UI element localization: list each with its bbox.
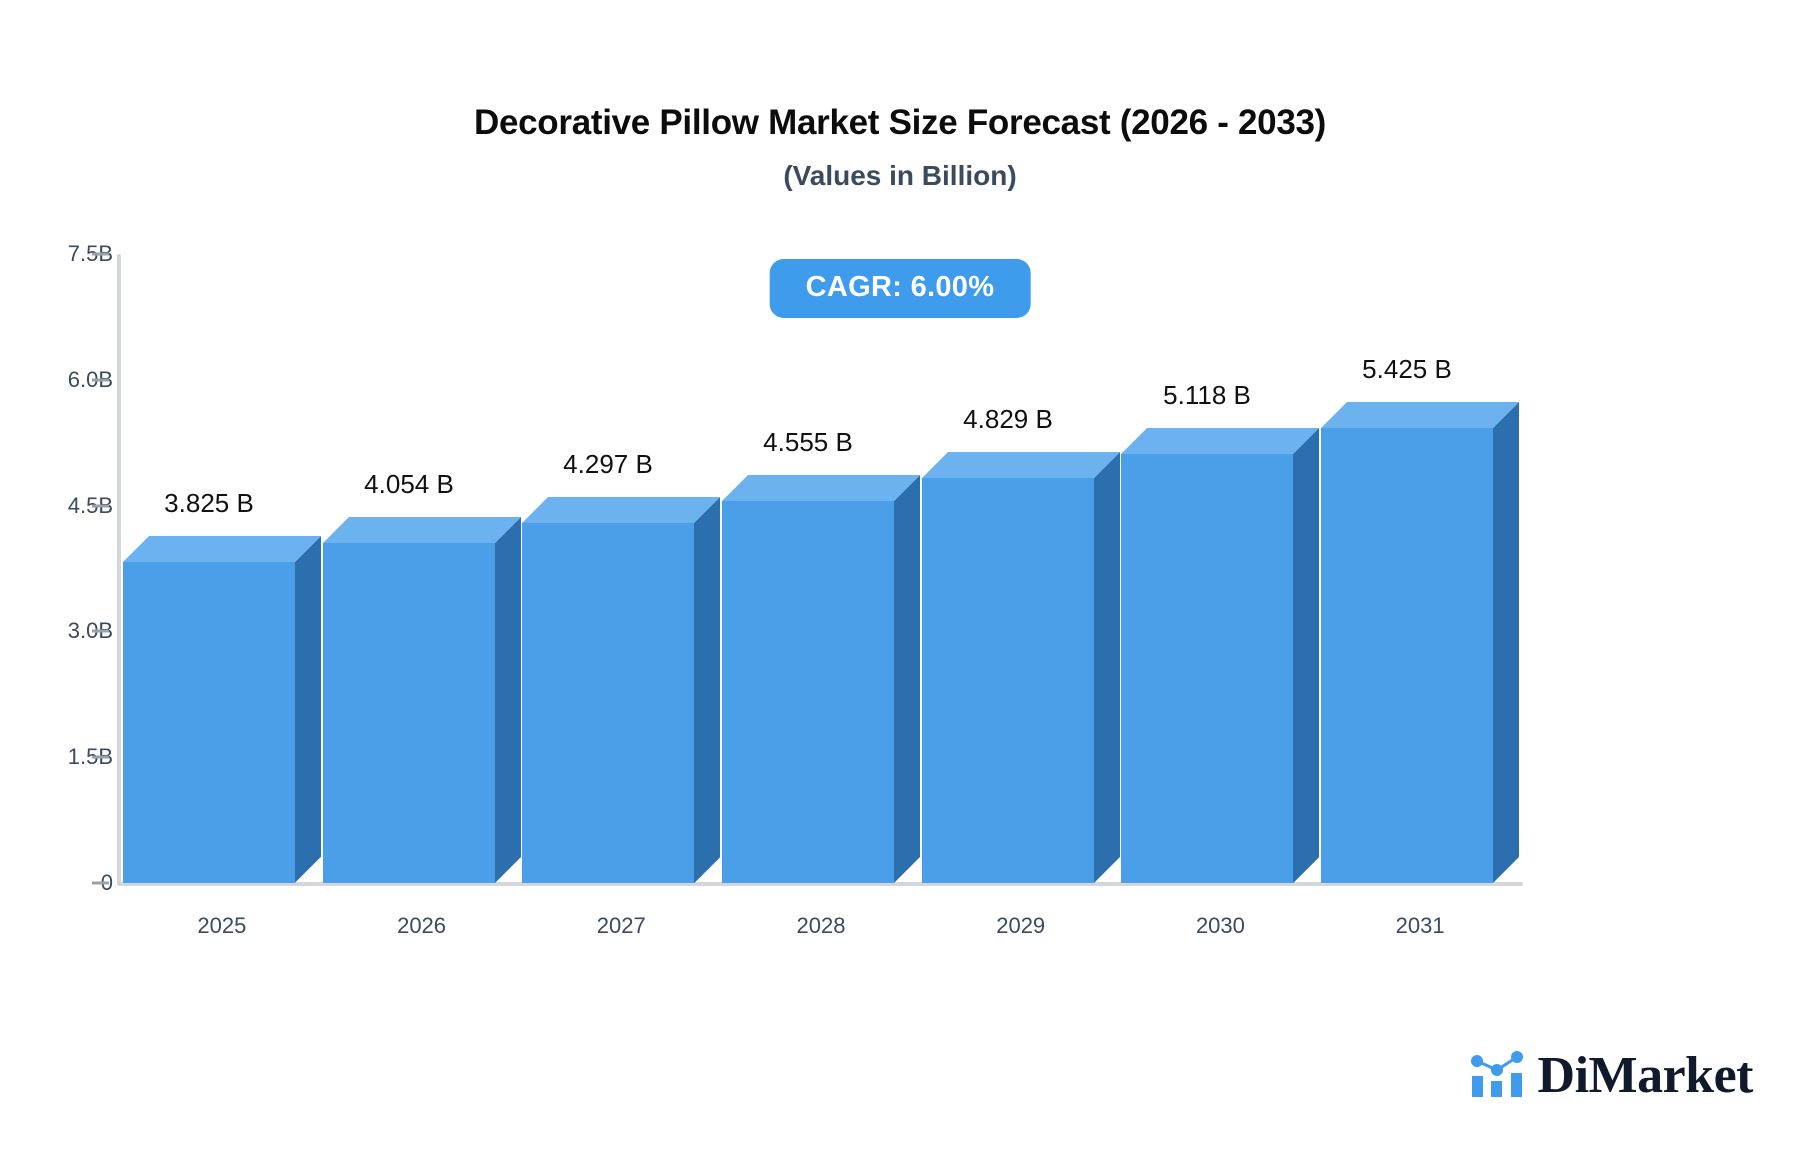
y-axis-tick-mark	[92, 378, 109, 382]
bar-side-face	[1293, 427, 1319, 883]
bar-2027	[522, 522, 694, 883]
y-axis-tick-mark	[92, 629, 109, 633]
bar-top-face	[922, 452, 1120, 478]
bar-chart-icon	[1470, 1048, 1524, 1103]
bar-value-label: 4.054 B	[364, 469, 454, 499]
bar-top-face	[323, 517, 521, 543]
x-axis-tick-label: 2028	[796, 913, 846, 938]
bar-side-face	[894, 474, 920, 883]
bar-top-face	[722, 474, 920, 501]
logo-wordmark: DiMarket	[1537, 1046, 1754, 1104]
x-axis-tick-label: 2027	[596, 913, 646, 938]
bar-2028	[722, 500, 894, 883]
x-axis-tick-label: 2025	[197, 913, 247, 938]
chart-subtitle: (Values in Billion)	[783, 160, 1017, 191]
x-axis-line	[117, 882, 1523, 886]
cagr-badge: CAGR: 6.00%	[769, 259, 1031, 318]
bar-side-face	[295, 536, 321, 883]
y-axis-tick-mark	[92, 252, 109, 256]
bar-side-face	[694, 496, 720, 883]
bar-side-face	[1094, 452, 1120, 883]
bar-2025	[123, 562, 295, 883]
bar-2029	[922, 478, 1094, 883]
bar-value-label: 5.425 B	[1362, 354, 1452, 385]
y-axis-tick-mark	[92, 504, 109, 508]
x-axis-tick-label: 2030	[1195, 913, 1245, 938]
bar-top-face	[1321, 402, 1519, 429]
bar-top-face	[522, 496, 720, 523]
bar-value-label: 3.825 B	[164, 488, 254, 519]
bar-2026	[323, 543, 495, 883]
y-axis-tick-mark	[92, 755, 109, 759]
y-axis-line	[117, 254, 121, 886]
chart-title: Decorative Pillow Market Size Forecast (…	[473, 103, 1327, 142]
y-axis-tick-mark	[92, 881, 109, 885]
bar-top-face	[123, 536, 321, 563]
bar-value-label: 5.118 B	[1163, 379, 1251, 410]
x-axis-tick-label: 2031	[1395, 913, 1445, 938]
dimarket-logo: DiMarket	[1470, 1046, 1754, 1104]
x-axis-tick-label: 2029	[996, 913, 1046, 938]
bar-2031	[1321, 428, 1493, 883]
bar-2030	[1121, 453, 1293, 883]
bar-side-face	[495, 517, 521, 883]
bar-value-label: 4.297 B	[563, 448, 653, 479]
bar-top-face	[1121, 427, 1319, 454]
bar-value-label: 4.829 B	[963, 404, 1053, 434]
bar-value-label: 4.555 B	[763, 426, 853, 457]
bar-side-face	[1493, 402, 1519, 883]
x-axis-tick-label: 2026	[397, 913, 447, 938]
